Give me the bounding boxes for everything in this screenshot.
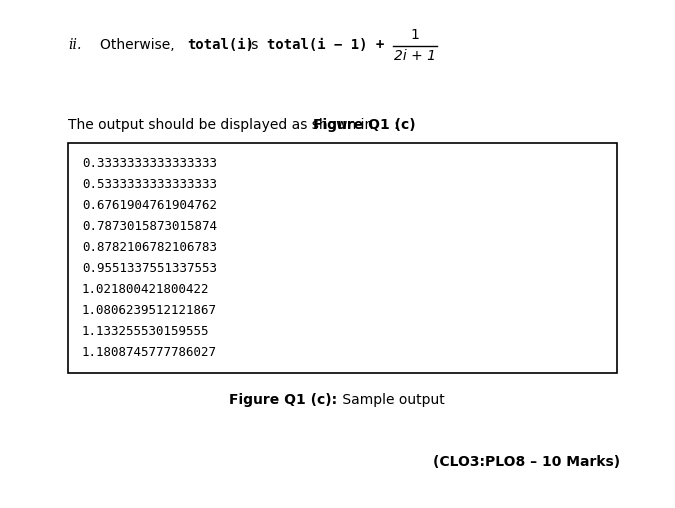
Text: total(i): total(i) (187, 38, 254, 52)
Text: :: : (394, 118, 398, 132)
Text: Sample output: Sample output (338, 393, 444, 407)
Text: 1.021800421800422: 1.021800421800422 (82, 283, 209, 296)
Text: 1.0806239512121867: 1.0806239512121867 (82, 304, 217, 317)
Text: 0.3333333333333333: 0.3333333333333333 (82, 157, 217, 170)
Text: The output should be displayed as shown in: The output should be displayed as shown … (68, 118, 377, 132)
Text: 2i + 1: 2i + 1 (394, 49, 436, 63)
Text: (CLO3:PLO8 – 10 Marks): (CLO3:PLO8 – 10 Marks) (433, 455, 620, 469)
Text: 0.7873015873015874: 0.7873015873015874 (82, 220, 217, 233)
Text: 1: 1 (410, 28, 419, 42)
Text: 0.9551337551337553: 0.9551337551337553 (82, 262, 217, 275)
Text: Figure Q1 (c): Figure Q1 (c) (313, 118, 416, 132)
Text: Figure Q1 (c):: Figure Q1 (c): (230, 393, 338, 407)
Text: Otherwise,: Otherwise, (100, 38, 179, 52)
Bar (68, 143, 617, 373)
Text: is: is (243, 38, 263, 52)
Text: 1.1808745777786027: 1.1808745777786027 (82, 346, 217, 359)
Text: 0.5333333333333333: 0.5333333333333333 (82, 178, 217, 191)
Text: ii.: ii. (68, 38, 82, 52)
Text: 0.8782106782106783: 0.8782106782106783 (82, 241, 217, 254)
Text: 1.133255530159555: 1.133255530159555 (82, 325, 209, 338)
Text: total(i − 1) +: total(i − 1) + (267, 38, 384, 52)
Text: 0.6761904761904762: 0.6761904761904762 (82, 199, 217, 212)
